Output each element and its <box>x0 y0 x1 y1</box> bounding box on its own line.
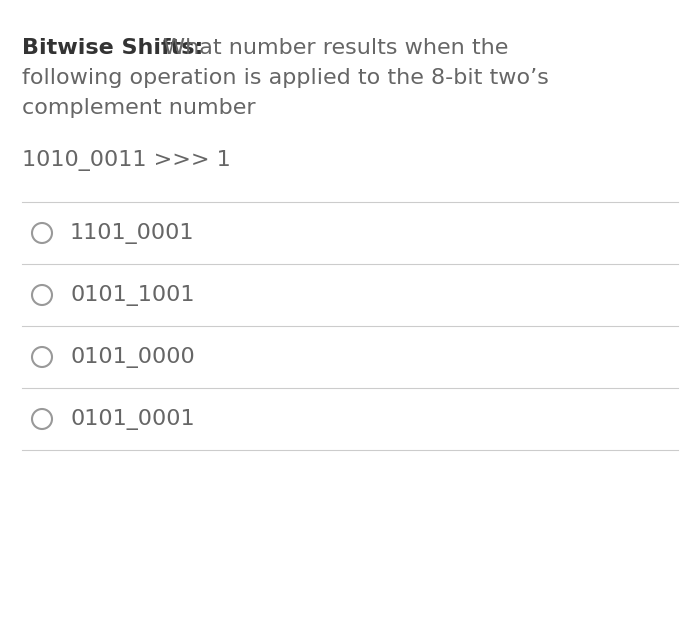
Text: 0101_0001: 0101_0001 <box>70 409 195 430</box>
Text: 0101_1001: 0101_1001 <box>70 284 195 305</box>
Text: Bitwise Shifts:: Bitwise Shifts: <box>22 38 204 58</box>
Text: What number results when the: What number results when the <box>156 38 508 58</box>
Text: 1101_0001: 1101_0001 <box>70 223 195 243</box>
Text: complement number: complement number <box>22 98 255 118</box>
Text: 1010_0011 >>> 1: 1010_0011 >>> 1 <box>22 150 231 171</box>
Text: following operation is applied to the 8-bit two’s: following operation is applied to the 8-… <box>22 68 549 88</box>
Text: 0101_0000: 0101_0000 <box>70 346 195 368</box>
